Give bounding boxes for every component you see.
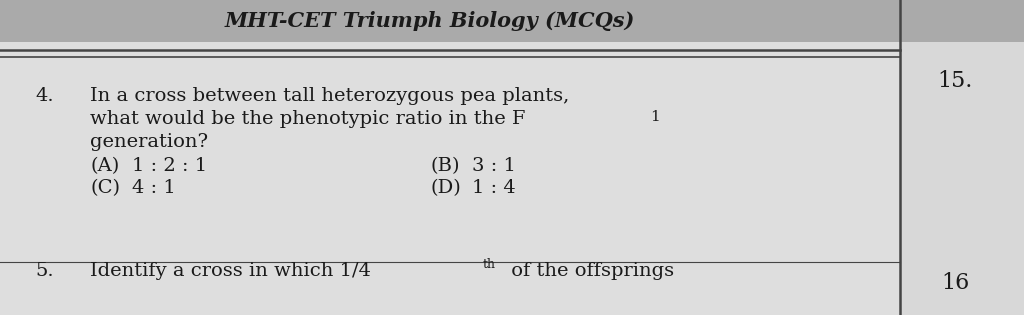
Text: (D): (D) <box>430 179 461 197</box>
Text: generation?: generation? <box>90 133 208 151</box>
Text: of the offsprings: of the offsprings <box>505 262 674 280</box>
Text: what would be the phenotypic ratio in the F: what would be the phenotypic ratio in th… <box>90 110 525 128</box>
Text: 3 : 1: 3 : 1 <box>472 157 516 175</box>
Text: (A): (A) <box>90 157 119 175</box>
Text: In a cross between tall heterozygous pea plants,: In a cross between tall heterozygous pea… <box>90 87 569 105</box>
FancyBboxPatch shape <box>900 0 1024 315</box>
Text: (C): (C) <box>90 179 120 197</box>
Text: 4.: 4. <box>35 87 53 105</box>
Text: 15.: 15. <box>937 70 973 92</box>
Text: 5.: 5. <box>35 262 53 280</box>
Text: (B): (B) <box>430 157 460 175</box>
Text: MHT-CET Triumph Biology (MCQs): MHT-CET Triumph Biology (MCQs) <box>225 11 635 31</box>
Text: Identify a cross in which 1/4: Identify a cross in which 1/4 <box>90 262 371 280</box>
FancyBboxPatch shape <box>0 0 1024 42</box>
Text: 4 : 1: 4 : 1 <box>132 179 176 197</box>
Text: th: th <box>483 257 496 271</box>
Text: 1 : 4: 1 : 4 <box>472 179 516 197</box>
Text: 1: 1 <box>650 110 659 124</box>
Text: 1 : 2 : 1: 1 : 2 : 1 <box>132 157 207 175</box>
Text: 16: 16 <box>941 272 969 294</box>
